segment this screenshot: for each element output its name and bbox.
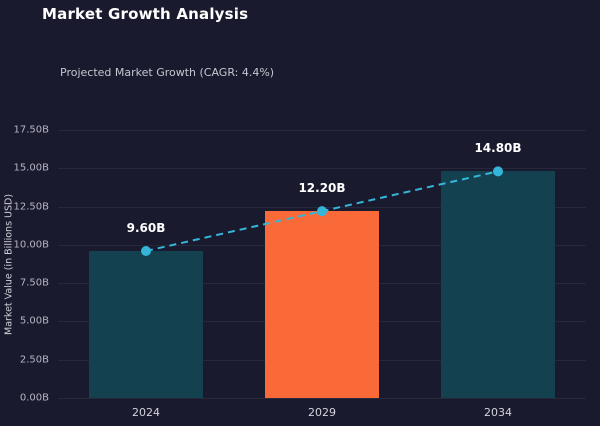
page-title: Market Growth Analysis: [42, 5, 249, 23]
y-tick-label: 15.00B: [13, 162, 50, 174]
bar-value-label: 14.80B: [474, 141, 522, 156]
y-tick-label: 17.50B: [13, 124, 50, 136]
bar-2024[interactable]: [89, 250, 203, 398]
trend-marker[interactable]: [141, 245, 151, 256]
y-tick-label: 2.50B: [19, 354, 49, 366]
y-tick-label: 0.00B: [19, 392, 49, 404]
y-tick-label: 10.00B: [13, 239, 50, 251]
x-tick-label: 2024: [132, 406, 160, 419]
x-tick-label: 2029: [308, 406, 336, 419]
y-tick-label: 7.50B: [19, 277, 49, 289]
plot-area: 0.00B 2.50B 5.00B 7.50B 10.00B 12.50B 15.00B 17…: [14, 125, 586, 419]
x-tick-label: 2034: [484, 406, 512, 419]
trend-line: [141, 166, 503, 256]
y-tick-label: 5.00B: [19, 315, 49, 327]
bar-2034[interactable]: [441, 171, 555, 398]
y-tick-label: 12.50B: [13, 201, 50, 213]
gridline: [58, 168, 586, 170]
chart-subtitle: Projected Market Growth (CAGR: 4.4%): [60, 66, 275, 79]
trend-marker[interactable]: [317, 206, 327, 217]
gridline: [58, 130, 586, 131]
bar-2029[interactable]: [265, 211, 379, 398]
gridline: [58, 398, 586, 399]
bar-value-label: 9.60B: [126, 220, 166, 235]
bar-value-label: 12.20B: [298, 181, 346, 196]
trend-marker[interactable]: [493, 166, 503, 177]
